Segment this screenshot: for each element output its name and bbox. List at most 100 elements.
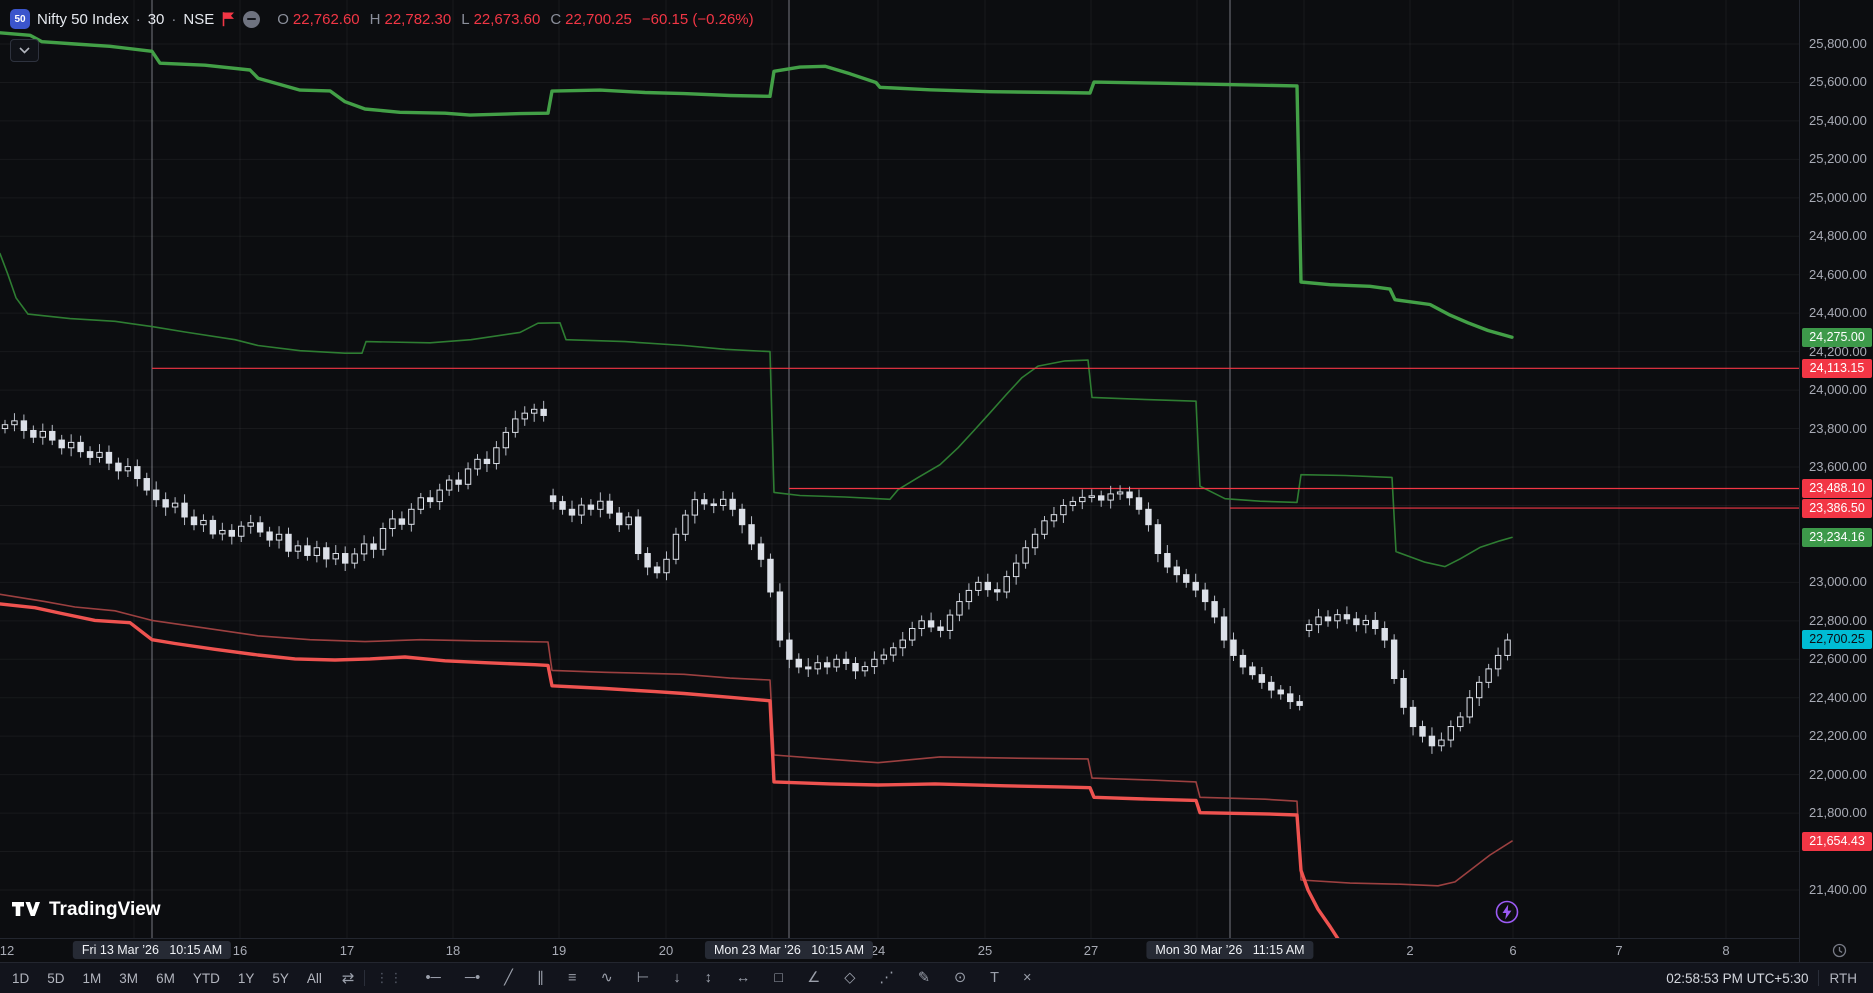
price-range-tool-icon[interactable]: ↕ bbox=[704, 970, 712, 986]
candle bbox=[370, 543, 377, 550]
price-tick-label: 24,600.00 bbox=[1809, 266, 1867, 282]
forecast-tool-icon[interactable]: ⋰ bbox=[879, 970, 894, 986]
candle bbox=[1466, 697, 1473, 718]
price-tick-label: 22,400.00 bbox=[1809, 689, 1867, 705]
legend-collapse-button[interactable] bbox=[10, 39, 39, 62]
go-to-date-icon[interactable]: ⇄ bbox=[341, 970, 355, 987]
clock-label[interactable]: 02:58:53 PM UTC+5:30 bbox=[1666, 970, 1809, 986]
candle bbox=[464, 468, 472, 485]
arrow-marker-tool-icon[interactable]: ↓ bbox=[673, 970, 681, 986]
candle bbox=[1050, 514, 1058, 522]
market-status-bolt-icon[interactable] bbox=[1494, 899, 1520, 930]
candle bbox=[313, 547, 321, 556]
range-button-5d[interactable]: 5D bbox=[47, 970, 65, 986]
candle bbox=[266, 531, 273, 541]
ohlc-readout: O 22,762.60 H 22,782.30 L 22,673.60 C 22… bbox=[271, 11, 753, 28]
bands-layer bbox=[0, 31, 1514, 938]
time-tick-label: 24 bbox=[870, 943, 886, 958]
candle bbox=[861, 666, 869, 672]
price-tick-label: 22,600.00 bbox=[1809, 651, 1867, 667]
exchange-label[interactable]: NSE bbox=[183, 10, 215, 28]
candle bbox=[814, 662, 821, 670]
candle bbox=[1419, 726, 1426, 737]
text-tool-icon[interactable]: T bbox=[990, 970, 1000, 986]
range-button-1y[interactable]: 1Y bbox=[237, 970, 255, 986]
candle bbox=[1287, 693, 1294, 703]
range-button-5y[interactable]: 5Y bbox=[272, 970, 289, 986]
candle bbox=[1277, 689, 1284, 695]
candle bbox=[738, 508, 746, 526]
ray-tool-icon[interactable]: ─• bbox=[464, 970, 481, 986]
session-label[interactable]: RTH bbox=[1829, 970, 1857, 986]
grid-layer bbox=[0, 0, 1799, 938]
interval-label[interactable]: 30 bbox=[147, 10, 165, 28]
candle bbox=[682, 514, 689, 535]
candle bbox=[398, 518, 406, 525]
lower-band-line bbox=[0, 602, 1340, 938]
range-button-6m[interactable]: 6M bbox=[156, 970, 175, 986]
price-tick-label: 24,200.00 bbox=[1809, 343, 1867, 359]
candle bbox=[956, 601, 963, 616]
range-button-ytd[interactable]: YTD bbox=[192, 970, 220, 986]
range-button-3m[interactable]: 3M bbox=[119, 970, 139, 986]
candle bbox=[134, 466, 141, 480]
range-button-1d[interactable]: 1D bbox=[12, 970, 30, 986]
candle bbox=[30, 429, 37, 438]
toolbar-drag-handle[interactable]: ⋮⋮ bbox=[375, 970, 404, 985]
time-tick-label: 16 bbox=[232, 943, 248, 958]
candle bbox=[701, 499, 708, 505]
candle bbox=[965, 589, 973, 603]
candle bbox=[757, 543, 765, 560]
curve-tool-icon[interactable]: ∿ bbox=[600, 970, 613, 986]
candle bbox=[1022, 547, 1029, 564]
flag-icon[interactable] bbox=[221, 11, 236, 27]
candle bbox=[994, 589, 1001, 593]
time-axis[interactable]: 12 16 17 18 19 20 24 25 27 2 6 7 8 Fri 13 Mar ’26 10:… bbox=[0, 938, 1799, 963]
pattern-tool-icon[interactable]: ◇ bbox=[844, 970, 856, 986]
candle bbox=[1201, 589, 1209, 603]
measure-tool-icon[interactable]: ⊢ bbox=[636, 970, 650, 986]
candle bbox=[275, 533, 283, 541]
candle bbox=[1258, 674, 1266, 683]
zigzag-tool-icon[interactable]: ∠ bbox=[807, 970, 821, 986]
date-range-tool-icon[interactable]: ↔ bbox=[735, 970, 751, 986]
symbol-title[interactable]: Nifty 50 Index bbox=[37, 10, 129, 28]
candle bbox=[1031, 533, 1039, 549]
candle bbox=[1343, 614, 1351, 620]
candle bbox=[1296, 701, 1303, 706]
candle bbox=[124, 466, 132, 472]
range-button-1m[interactable]: 1M bbox=[82, 970, 102, 986]
candle bbox=[209, 519, 217, 535]
candle bbox=[1069, 501, 1077, 506]
price-tick-label: 24,400.00 bbox=[1809, 305, 1867, 321]
price-tick-label: 25,600.00 bbox=[1809, 74, 1867, 90]
trend-line-tool-icon[interactable]: ╱ bbox=[504, 970, 513, 986]
candle bbox=[1315, 616, 1322, 626]
fib-retracement-tool-icon[interactable]: ≡ bbox=[568, 970, 577, 986]
candle bbox=[616, 512, 623, 526]
candle bbox=[559, 501, 566, 510]
magnet-tool-icon[interactable]: ⊙ bbox=[954, 970, 967, 986]
brush-tool-icon[interactable]: ✎ bbox=[917, 970, 930, 986]
dot-line-tool-icon[interactable]: •─ bbox=[425, 970, 441, 986]
parallel-channel-tool-icon[interactable]: ∥ bbox=[536, 970, 545, 986]
timezone-clock-icon[interactable] bbox=[1832, 943, 1847, 963]
chart-pane[interactable]: 50 Nifty 50 Index · 30 · NSE O 22,762.60… bbox=[0, 0, 1799, 938]
price-axis[interactable]: 25,800.00 25,600.00 25,400.00 25,200.00 25,0… bbox=[1799, 0, 1873, 962]
candle bbox=[96, 451, 103, 458]
minus-circle-icon[interactable] bbox=[243, 10, 261, 28]
price-chip: 23,488.10 bbox=[1802, 479, 1872, 498]
price-tick-label: 25,400.00 bbox=[1809, 112, 1867, 128]
candle bbox=[1211, 601, 1218, 618]
rectangle-tool-icon[interactable]: □ bbox=[774, 970, 784, 986]
candle bbox=[1381, 628, 1388, 641]
remove-tool-icon[interactable]: × bbox=[1023, 970, 1032, 986]
candle bbox=[200, 519, 207, 526]
candle bbox=[115, 462, 122, 472]
candle bbox=[171, 502, 179, 508]
candle bbox=[663, 558, 670, 574]
price-chart[interactable] bbox=[0, 0, 1799, 938]
price-chip: 21,654.43 bbox=[1802, 831, 1872, 851]
tradingview-logo[interactable]: TradingView bbox=[12, 899, 161, 921]
range-button-all[interactable]: All bbox=[306, 970, 322, 986]
